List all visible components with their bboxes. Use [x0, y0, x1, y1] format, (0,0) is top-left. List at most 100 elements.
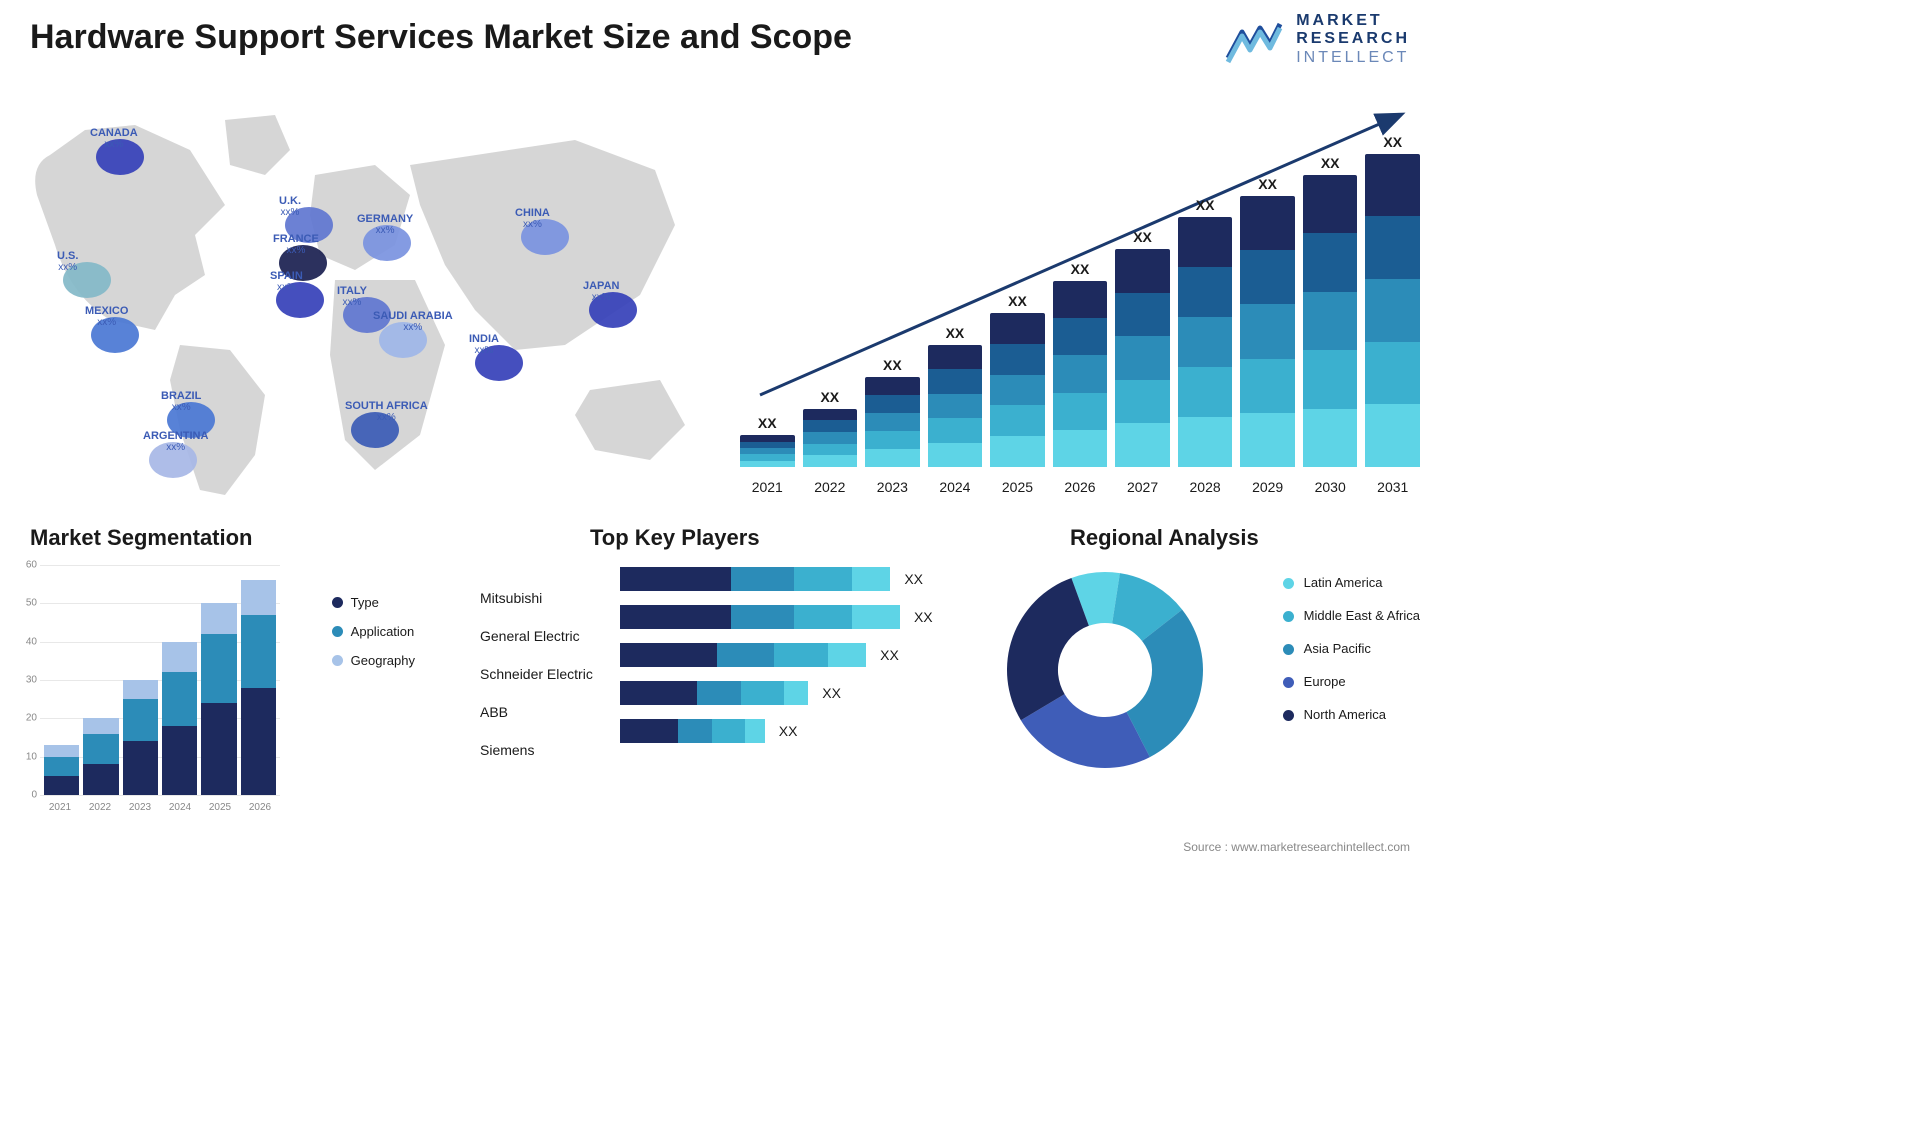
main-bar-value-label: XX: [1321, 155, 1340, 171]
main-bar-value-label: XX: [883, 357, 902, 373]
seg-bar-2021: [44, 745, 79, 795]
seg-ytick: 40: [26, 636, 37, 647]
player-row-4: XX: [620, 717, 960, 745]
country-label-canada: CANADAxx%: [90, 127, 138, 150]
main-bar-2024: XX: [928, 325, 983, 467]
seg-bar-2025: [201, 603, 236, 795]
player-value: XX: [822, 685, 841, 701]
main-bar-year: 2031: [1365, 479, 1420, 495]
main-bar-2027: XX: [1115, 229, 1170, 467]
player-label: ABB: [480, 693, 615, 731]
seg-legend-type: Type: [332, 595, 415, 610]
player-row-0: XX: [620, 565, 960, 593]
main-bar-year: 2026: [1053, 479, 1108, 495]
source-footer: Source : www.marketresearchintellect.com: [1183, 840, 1410, 854]
country-label-france: FRANCExx%: [273, 233, 319, 256]
main-bar-2023: XX: [865, 357, 920, 467]
main-bar-year: 2024: [928, 479, 983, 495]
main-bar-value-label: XX: [1258, 176, 1277, 192]
main-bar-value-label: XX: [820, 389, 839, 405]
regional-chart: Latin America Middle East & Africa Asia Pa…: [1000, 565, 1430, 825]
country-label-argentina: ARGENTINAxx%: [143, 430, 208, 453]
seg-ytick: 10: [26, 751, 37, 762]
seg-bar-2024: [162, 642, 197, 795]
seg-bar-2026: [241, 580, 276, 795]
regional-legend-item: North America: [1283, 707, 1420, 724]
main-bar-2025: XX: [990, 293, 1045, 467]
main-bar-2028: XX: [1178, 197, 1233, 467]
segmentation-title: Market Segmentation: [30, 525, 253, 551]
country-label-saudi-arabia: SAUDI ARABIAxx%: [373, 310, 453, 333]
country-label-china: CHINAxx%: [515, 207, 550, 230]
world-map: CANADAxx% U.S.xx% MEXICOxx% BRAZILxx% ARGENT…: [15, 95, 715, 505]
player-row-3: XX: [620, 679, 960, 707]
main-bar-value-label: XX: [946, 325, 965, 341]
page-title: Hardware Support Services Market Size an…: [30, 18, 852, 57]
main-bar-2026: XX: [1053, 261, 1108, 467]
seg-ytick: 30: [26, 675, 37, 686]
brand-line2: RESEARCH: [1296, 30, 1410, 48]
country-label-italy: ITALYxx%: [337, 285, 367, 308]
main-bar-chart: XX XX XX XX XX XX XX XX XX XX XX 2021 2022 2023 2024 2…: [740, 95, 1420, 495]
main-bar-year: 2029: [1240, 479, 1295, 495]
seg-bar-2023: [123, 680, 158, 795]
player-value: XX: [914, 609, 933, 625]
regional-legend-item: Latin America: [1283, 575, 1420, 592]
regional-legend-item: Middle East & Africa: [1283, 608, 1420, 625]
seg-year: 2025: [200, 802, 240, 813]
main-bar-2021: XX: [740, 415, 795, 467]
main-bar-value-label: XX: [1133, 229, 1152, 245]
main-bar-2031: XX: [1365, 134, 1420, 467]
country-label-south-africa: SOUTH AFRICAxx%: [345, 400, 428, 423]
country-label-u-k-: U.K.xx%: [279, 195, 301, 218]
main-bar-year: 2025: [990, 479, 1045, 495]
main-bar-value-label: XX: [1383, 134, 1402, 150]
player-value: XX: [779, 723, 798, 739]
brand-line1: MARKET: [1296, 12, 1410, 30]
seg-year: 2022: [80, 802, 120, 813]
player-value: XX: [880, 647, 899, 663]
country-label-spain: SPAINxx%: [270, 270, 303, 293]
main-bar-value-label: XX: [1008, 293, 1027, 309]
donut-chart: [1000, 565, 1210, 775]
seg-year: 2026: [240, 802, 280, 813]
brand-logo: MARKET RESEARCH INTELLECT: [1224, 12, 1410, 67]
main-bar-2029: XX: [1240, 176, 1295, 467]
regional-title: Regional Analysis: [1070, 525, 1259, 551]
seg-year: 2024: [160, 802, 200, 813]
seg-bar-2022: [83, 718, 118, 795]
seg-legend-geography: Geography: [332, 653, 415, 668]
country-label-japan: JAPANxx%: [583, 280, 619, 303]
country-label-u-s-: U.S.xx%: [57, 250, 78, 273]
country-label-mexico: MEXICOxx%: [85, 305, 128, 328]
main-bar-year: 2027: [1115, 479, 1170, 495]
regional-legend-item: Asia Pacific: [1283, 641, 1420, 658]
seg-ytick: 50: [26, 598, 37, 609]
main-bar-year: 2022: [803, 479, 858, 495]
regional-legend-item: Europe: [1283, 674, 1420, 691]
main-bar-year: 2023: [865, 479, 920, 495]
player-row-2: XX: [620, 641, 960, 669]
brand-line3: INTELLECT: [1296, 49, 1410, 67]
main-bar-value-label: XX: [1196, 197, 1215, 213]
seg-ytick: 0: [31, 790, 37, 801]
main-bar-year: 2028: [1178, 479, 1233, 495]
seg-legend-application: Application: [332, 624, 415, 639]
seg-ytick: 60: [26, 560, 37, 571]
segmentation-chart: 0102030405060 202120222023202420252026 T…: [15, 565, 455, 825]
country-label-brazil: BRAZILxx%: [161, 390, 201, 413]
players-title: Top Key Players: [590, 525, 760, 551]
player-row-1: XX: [620, 603, 960, 631]
player-label: Schneider Electric: [480, 655, 615, 693]
seg-ytick: 20: [26, 713, 37, 724]
main-bar-year: 2021: [740, 479, 795, 495]
donut-slice-north-america: [1007, 578, 1089, 720]
main-bar-2030: XX: [1303, 155, 1358, 467]
country-label-germany: GERMANYxx%: [357, 213, 413, 236]
player-label: General Electric: [480, 617, 615, 655]
player-label: Mitsubishi: [480, 579, 615, 617]
country-label-india: INDIAxx%: [469, 333, 499, 356]
seg-year: 2023: [120, 802, 160, 813]
main-bar-2022: XX: [803, 389, 858, 467]
player-value: XX: [904, 571, 923, 587]
